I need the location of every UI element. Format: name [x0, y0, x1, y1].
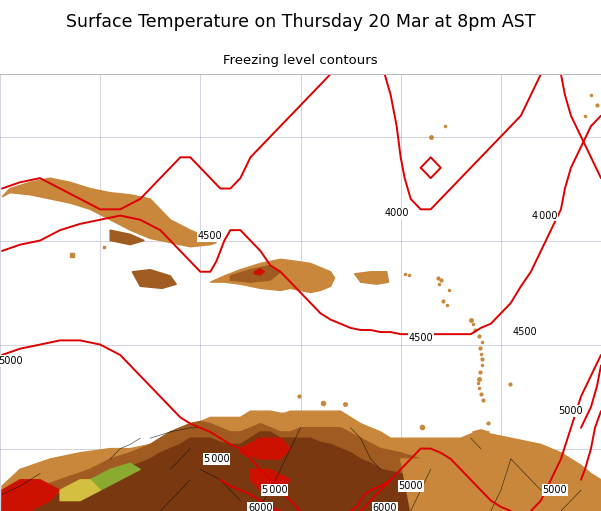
Polygon shape: [110, 230, 144, 245]
Text: Freezing level contours: Freezing level contours: [223, 54, 378, 67]
Polygon shape: [254, 269, 264, 275]
Polygon shape: [90, 463, 140, 490]
Polygon shape: [2, 422, 501, 511]
Polygon shape: [2, 178, 216, 247]
Text: 4500: 4500: [198, 231, 222, 241]
Text: 5000: 5000: [543, 485, 567, 495]
Text: 5000: 5000: [398, 481, 423, 491]
Text: 6000: 6000: [248, 503, 273, 511]
Text: 4500: 4500: [513, 327, 537, 337]
Polygon shape: [355, 272, 389, 284]
Polygon shape: [230, 266, 281, 282]
Text: 6000: 6000: [373, 503, 397, 511]
Text: 5000: 5000: [559, 406, 583, 416]
Text: 4 000: 4 000: [532, 211, 558, 221]
Polygon shape: [2, 432, 431, 511]
Polygon shape: [240, 438, 290, 459]
Polygon shape: [210, 259, 335, 292]
Polygon shape: [132, 270, 176, 288]
Text: 4000: 4000: [385, 208, 409, 219]
Polygon shape: [60, 480, 100, 501]
Polygon shape: [401, 438, 511, 511]
Text: 5 000: 5 000: [261, 485, 287, 495]
Polygon shape: [473, 430, 491, 447]
Text: Surface Temperature on Thursday 20 Mar at 8pm AST: Surface Temperature on Thursday 20 Mar a…: [66, 13, 535, 31]
Text: 4500: 4500: [409, 333, 433, 343]
Text: 5 000: 5 000: [204, 454, 229, 464]
Polygon shape: [2, 480, 60, 511]
Text: 5000: 5000: [0, 356, 22, 366]
Polygon shape: [2, 411, 601, 511]
Polygon shape: [251, 470, 290, 490]
